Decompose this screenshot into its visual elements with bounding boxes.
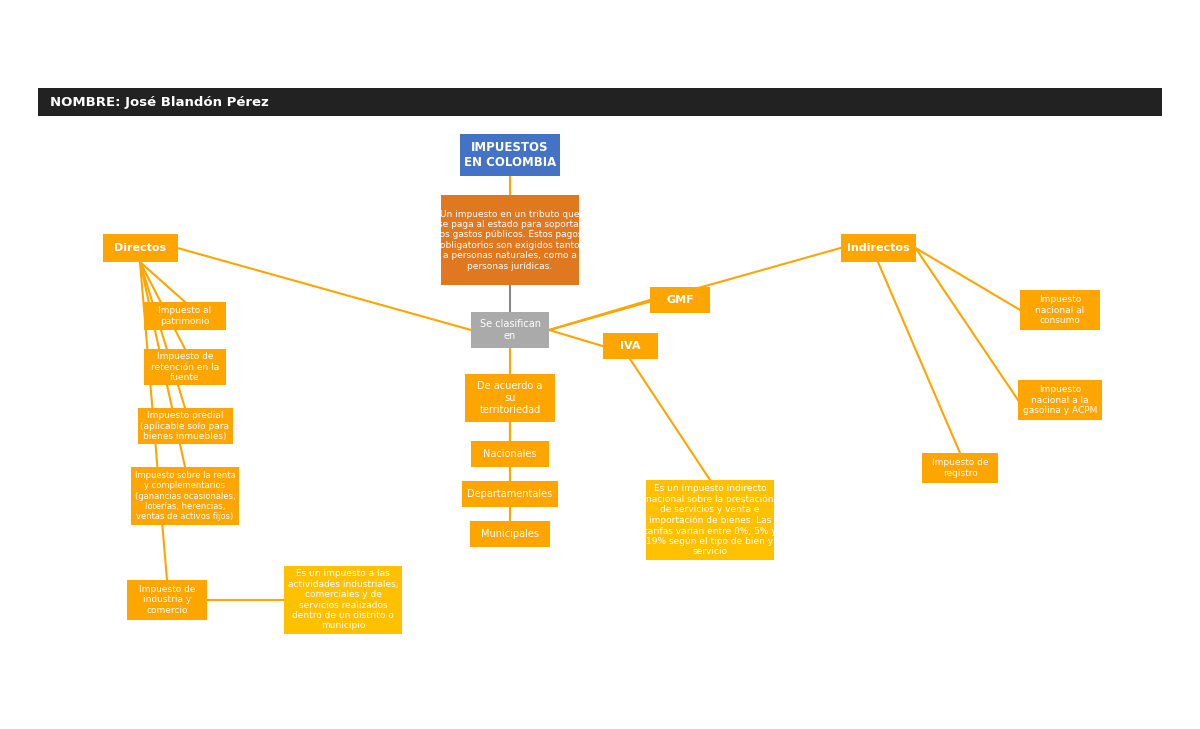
Text: Impuesto
nacional a la
gasolina y ACPM: Impuesto nacional a la gasolina y ACPM (1022, 385, 1097, 415)
Text: Impuesto al
patrimonio: Impuesto al patrimonio (158, 306, 211, 326)
Bar (466, 374, 554, 422)
Bar (144, 302, 226, 330)
Text: IVA: IVA (619, 341, 641, 351)
Text: Es un impuesto indirecto
nacional sobre la prestación
de servicios y venta e
imp: Es un impuesto indirecto nacional sobre … (643, 484, 776, 556)
Text: Indirectos: Indirectos (847, 243, 910, 253)
Bar (131, 467, 239, 525)
Text: Impuesto de
registro: Impuesto de registro (931, 459, 989, 477)
Text: Se clasifican
en: Se clasifican en (480, 319, 540, 340)
Bar (650, 287, 710, 313)
Bar (470, 441, 550, 467)
Bar (602, 333, 658, 359)
Text: IMPUESTOS
EN COLOMBIA: IMPUESTOS EN COLOMBIA (464, 141, 556, 169)
Bar (470, 312, 550, 348)
Bar (284, 566, 402, 634)
Text: Impuesto de
industria y
comercio: Impuesto de industria y comercio (139, 585, 196, 615)
Bar (442, 195, 580, 285)
Text: Impuesto
nacional al
consumo: Impuesto nacional al consumo (1036, 295, 1085, 325)
Text: Impuesto sobre la renta
y complementarios
(ganancias ocasionales,
loterías, here: Impuesto sobre la renta y complementario… (134, 471, 235, 521)
Bar (460, 134, 560, 176)
Bar (38, 88, 1162, 116)
Text: Directos: Directos (114, 243, 166, 253)
Text: Impuesto de
retención en la
fuente: Impuesto de retención en la fuente (151, 352, 220, 382)
Bar (1020, 290, 1100, 330)
Text: GMF: GMF (666, 295, 694, 305)
Bar (1018, 380, 1102, 420)
Text: Impuesto predial
(aplicable solo para
bienes inmuebles): Impuesto predial (aplicable solo para bi… (140, 411, 229, 441)
Bar (462, 481, 558, 507)
Bar (138, 408, 233, 444)
Text: Es un impuesto a las
actividades industriales,
comerciales y de
servicios realiz: Es un impuesto a las actividades industr… (288, 569, 398, 631)
Text: De acuerdo a
su
territoriedad: De acuerdo a su territoriedad (478, 381, 542, 415)
Bar (127, 580, 208, 620)
Bar (102, 234, 178, 262)
Bar (840, 234, 916, 262)
Bar (470, 521, 550, 547)
Text: Nacionales: Nacionales (484, 449, 536, 459)
Text: Un impuesto en un tributo que
se paga al estado para soportar
los gastos público: Un impuesto en un tributo que se paga al… (437, 209, 583, 270)
Bar (144, 349, 226, 385)
Bar (922, 453, 998, 483)
Text: Municipales: Municipales (481, 529, 539, 539)
Text: NOMBRE: José Blandón Pérez: NOMBRE: José Blandón Pérez (50, 95, 269, 109)
Text: Departamentales: Departamentales (467, 489, 553, 499)
Bar (646, 480, 774, 560)
